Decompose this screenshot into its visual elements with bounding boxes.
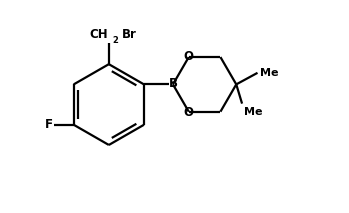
Text: F: F (44, 118, 52, 131)
Text: O: O (184, 50, 194, 63)
Text: CH: CH (89, 29, 108, 42)
Text: O: O (184, 106, 194, 119)
Text: Br: Br (122, 29, 137, 42)
Text: B: B (169, 77, 177, 90)
Text: 2: 2 (113, 36, 119, 45)
Text: Me: Me (260, 68, 279, 78)
Text: Me: Me (244, 107, 262, 117)
